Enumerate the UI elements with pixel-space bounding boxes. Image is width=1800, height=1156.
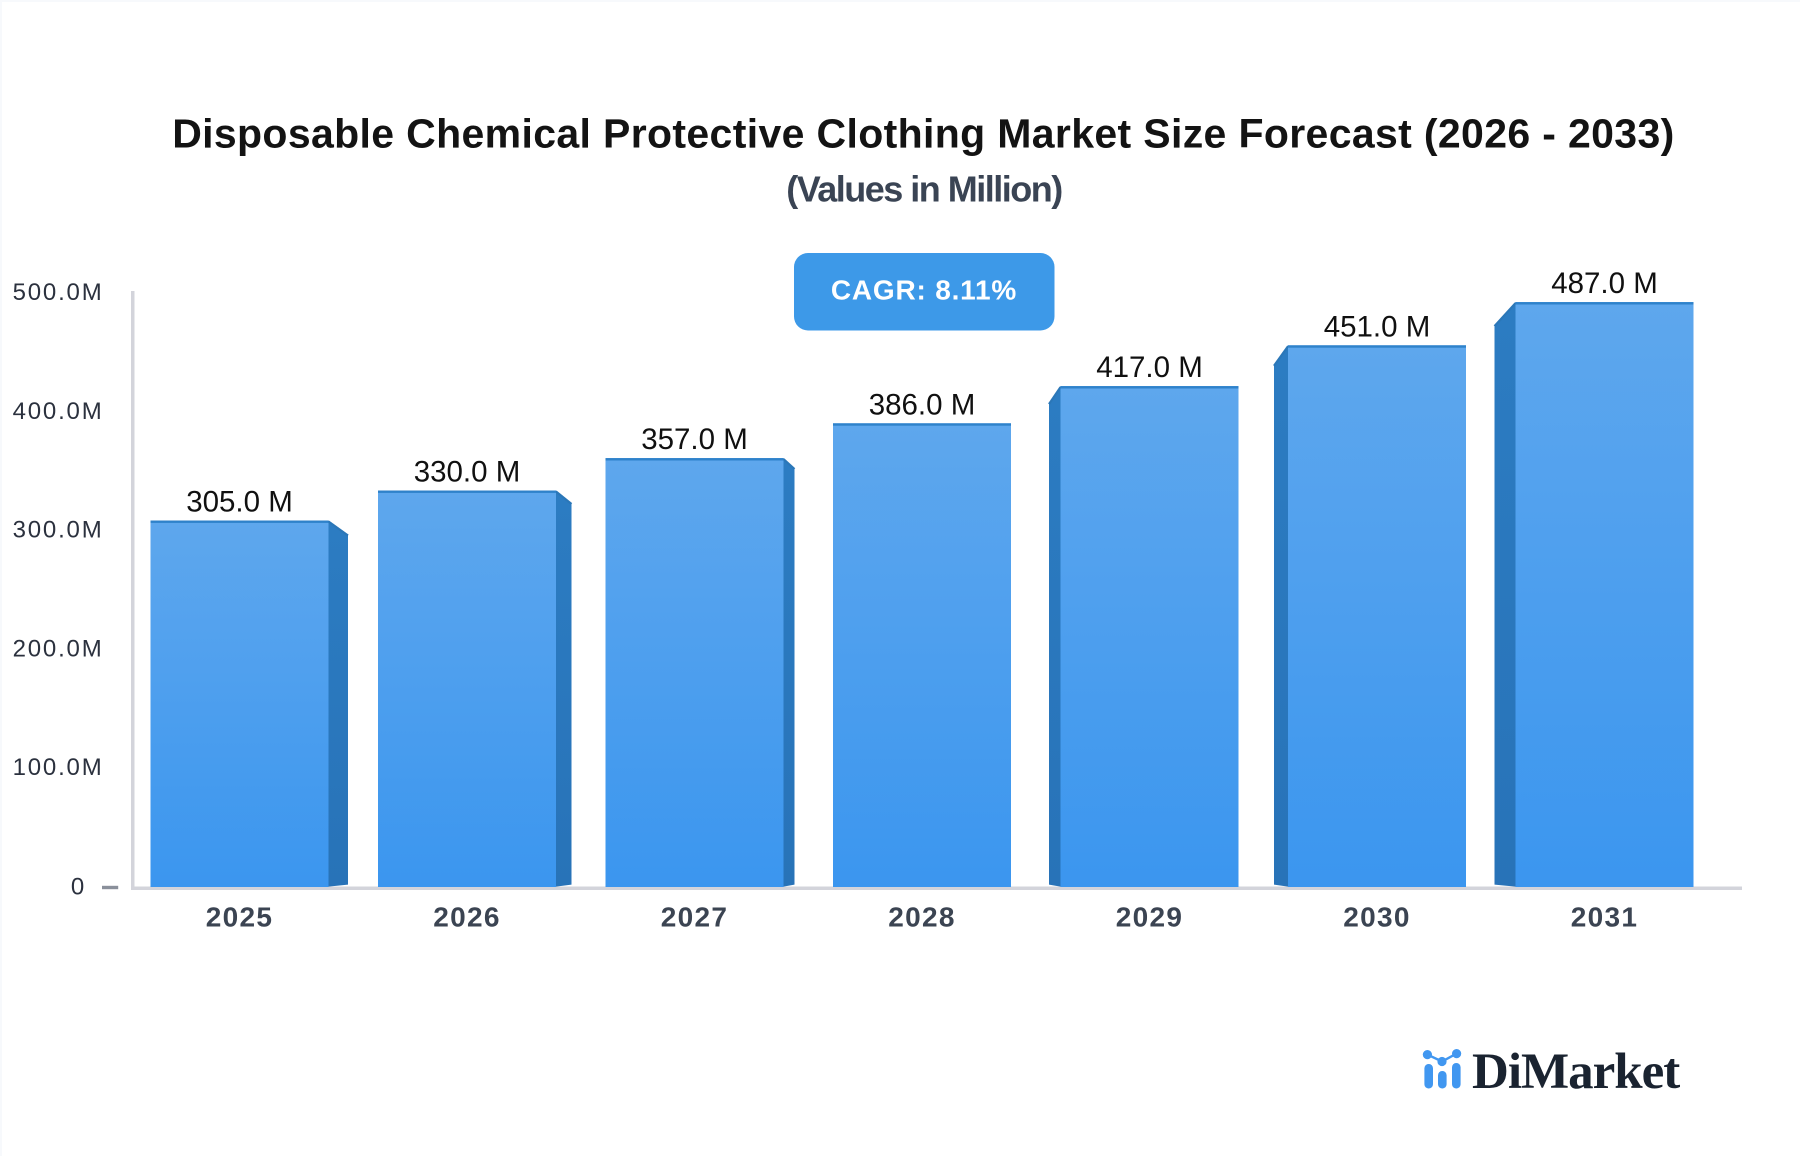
svg-text:400.0M: 400.0M [13,398,104,425]
svg-text:487.0 M: 487.0 M [1551,267,1658,300]
svg-text:330.0 M: 330.0 M [414,456,521,489]
svg-text:CAGR: 8.11%: CAGR: 8.11% [831,275,1017,306]
svg-text:0: 0 [71,874,84,901]
svg-text:2031: 2031 [1571,902,1639,933]
svg-text:500.0M: 500.0M [13,279,104,306]
svg-text:417.0 M: 417.0 M [1096,351,1203,384]
svg-text:(Values in Million): (Values in Million) [786,169,1062,210]
svg-text:Disposable Chemical Protective: Disposable Chemical Protective Clothing … [172,111,1674,157]
svg-text:DiMarket: DiMarket [1472,1044,1680,1100]
svg-text:2026: 2026 [433,902,501,933]
svg-text:2029: 2029 [1116,902,1184,933]
svg-text:300.0M: 300.0M [13,517,104,544]
svg-text:2027: 2027 [661,902,729,933]
svg-text:200.0M: 200.0M [13,636,104,663]
svg-text:451.0 M: 451.0 M [1324,310,1431,343]
svg-text:357.0 M: 357.0 M [641,423,748,456]
svg-text:100.0M: 100.0M [13,754,104,781]
svg-text:2025: 2025 [206,902,274,933]
svg-text:2030: 2030 [1343,902,1411,933]
svg-text:305.0 M: 305.0 M [186,486,293,519]
svg-text:386.0 M: 386.0 M [869,388,976,421]
svg-text:2028: 2028 [888,902,956,933]
